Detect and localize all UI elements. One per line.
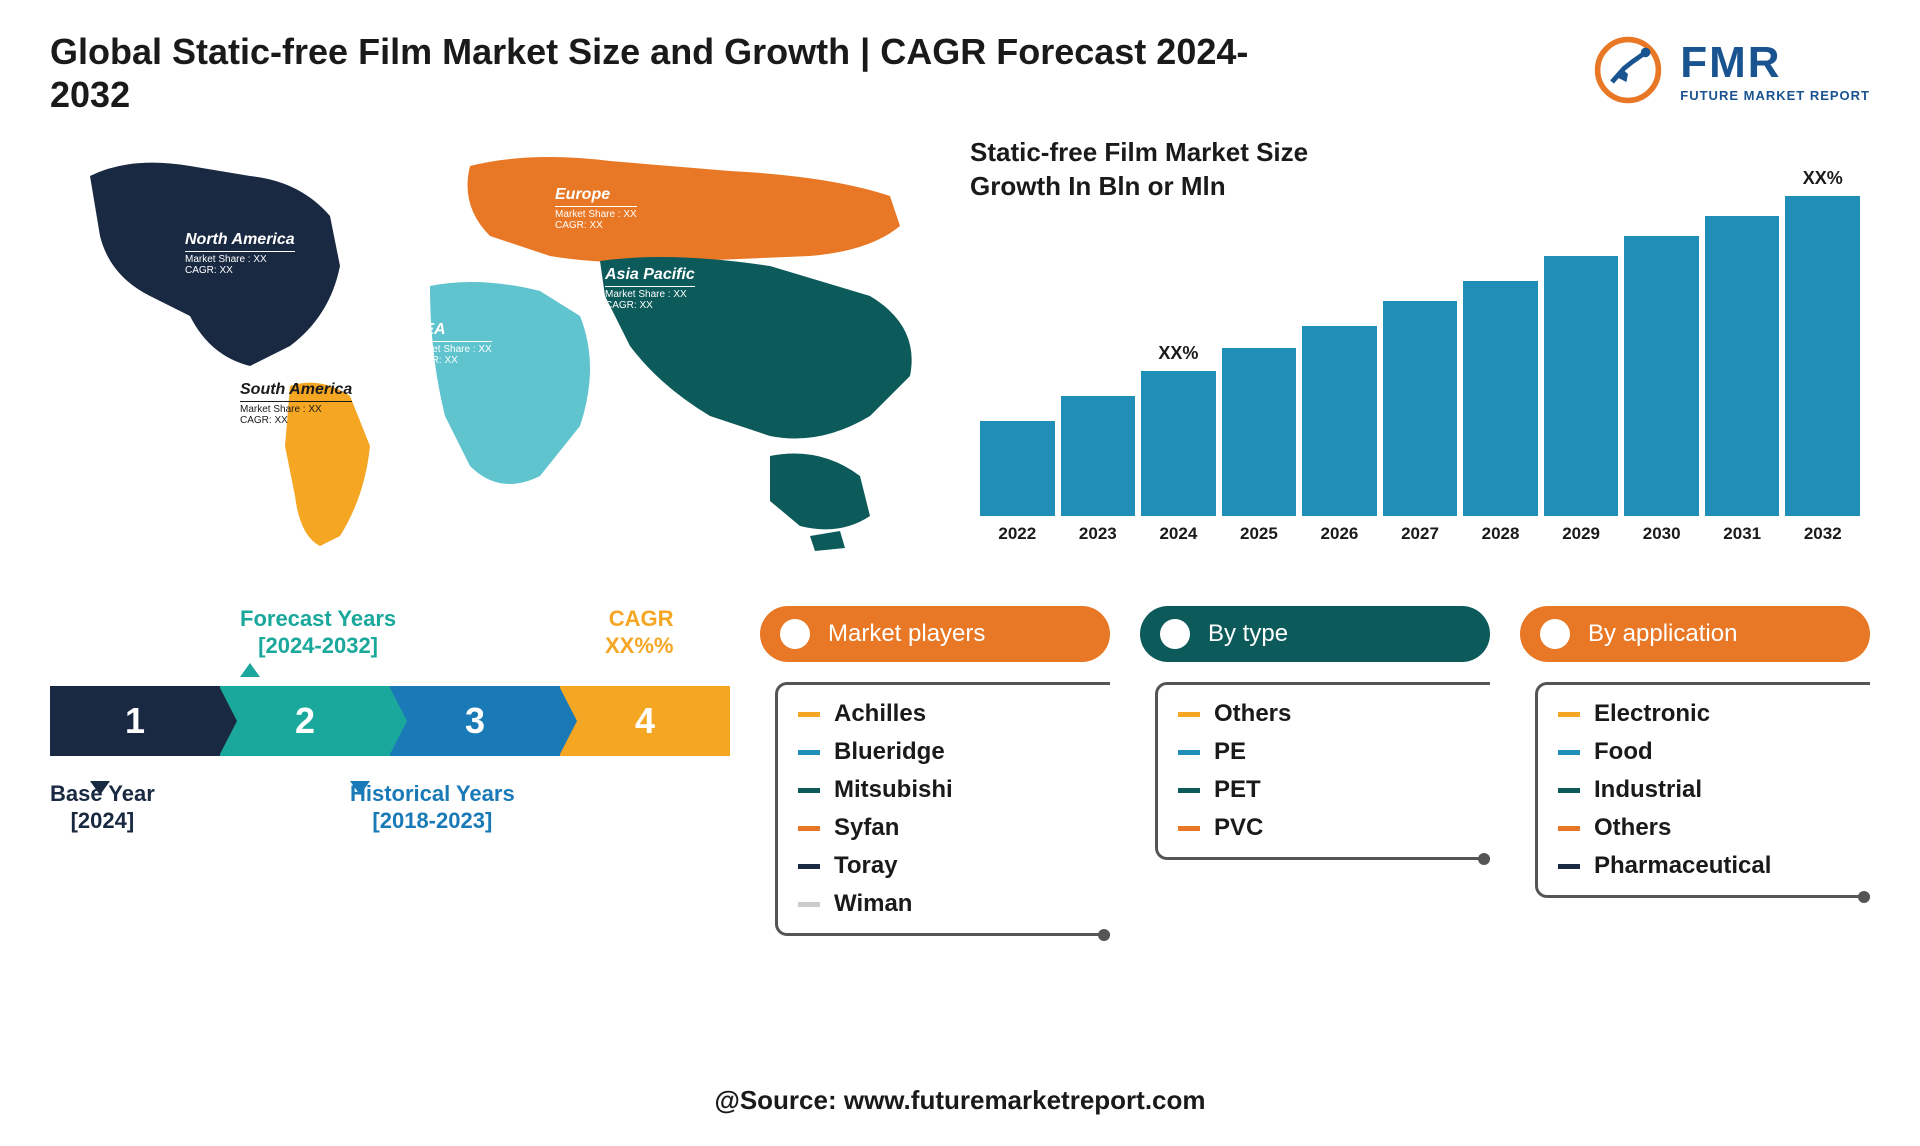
logo-main: FMR [1680,38,1870,88]
bar-2032: XX%2032 [1785,196,1860,544]
category-item: PET [1178,771,1490,809]
category-by-application: By application ElectronicFoodIndustrialOt… [1520,606,1870,936]
region-label-north-america: North AmericaMarket Share : XXCAGR: XX [185,231,295,276]
category-item: PE [1178,733,1490,771]
header: Global Static-free Film Market Size and … [50,30,1870,116]
timeline: Forecast Years [2024-2032] CAGR XX%% 123… [50,606,730,936]
timeline-bar: 1234 [50,686,730,756]
bar-2031: 2031 [1705,216,1780,544]
logo-sub: FUTURE MARKET REPORT [1680,88,1870,103]
base-value: [2024] [50,808,155,834]
category-item: Blueridge [798,733,1110,771]
cagr-title: CAGR [605,606,673,632]
category-item: Achilles [798,695,1110,733]
category-by-type: By type OthersPEPETPVC [1140,606,1490,936]
bar-2028: 2028 [1463,281,1538,544]
category-item: Toray [798,847,1110,885]
world-map: North AmericaMarket Share : XXCAGR: XX So… [50,136,950,556]
cagr-value: XX%% [605,633,673,659]
logo-icon [1588,30,1668,110]
region-label-mea: MEAMarket Share : XXCAGR: XX [410,321,492,366]
category-list: AchillesBlueridgeMitsubishiSyfanTorayWim… [775,682,1110,936]
bar-2027: 2027 [1383,301,1458,544]
timeline-seg-3: 3 [390,686,560,756]
source-label: @Source: www.futuremarketreport.com [714,1085,1205,1116]
bar-2026: 2026 [1302,326,1377,544]
timeline-seg-1: 1 [50,686,220,756]
category-header: By type [1140,606,1490,662]
upper-row: North AmericaMarket Share : XXCAGR: XX So… [50,136,1870,556]
forecast-title: Forecast Years [240,606,396,632]
category-market-players: Market players AchillesBlueridgeMitsubish… [760,606,1110,936]
category-list: OthersPEPETPVC [1155,682,1490,860]
category-header: By application [1520,606,1870,662]
region-label-south-america: South AmericaMarket Share : XXCAGR: XX [240,381,352,426]
category-item: Wiman [798,885,1110,923]
region-label-asia-pacific: Asia PacificMarket Share : XXCAGR: XX [605,266,695,311]
page-title: Global Static-free Film Market Size and … [50,30,1250,116]
category-item: Syfan [798,809,1110,847]
category-item: Industrial [1558,771,1870,809]
historical-label: Historical Years [2018-2023] [350,781,515,834]
timeline-seg-2: 2 [220,686,390,756]
forecast-value: [2024-2032] [240,633,396,659]
bar-2023: 2023 [1061,396,1136,544]
logo: FMR FUTURE MARKET REPORT [1588,30,1870,110]
category-list: ElectronicFoodIndustrialOthersPharmaceut… [1535,682,1870,898]
chart-title: Static-free Film Market Size Growth In B… [970,136,1370,204]
bar-2025: 2025 [1222,348,1297,544]
category-item: Others [1178,695,1490,733]
category-header: Market players [760,606,1110,662]
region-label-europe: EuropeMarket Share : XXCAGR: XX [555,186,637,231]
map-svg [50,136,950,556]
category-item: Pharmaceutical [1558,847,1870,885]
lower-row: Forecast Years [2024-2032] CAGR XX%% 123… [50,606,1870,936]
timeline-seg-4: 4 [560,686,730,756]
bar-chart: Static-free Film Market Size Growth In B… [970,136,1870,556]
base-label: Base Year [2024] [50,781,155,834]
category-item: Mitsubishi [798,771,1110,809]
bar-2022: 2022 [980,421,1055,544]
bar-2029: 2029 [1544,256,1619,544]
category-item: Electronic [1558,695,1870,733]
bar-2024: XX%2024 [1141,371,1216,544]
category-item: Others [1558,809,1870,847]
historical-value: [2018-2023] [350,808,515,834]
historical-title: Historical Years [350,781,515,807]
category-item: PVC [1178,809,1490,847]
bar-2030: 2030 [1624,236,1699,544]
chart-area: 20222023XX%20242025202620272028202920302… [970,214,1870,544]
cagr-label: CAGR XX%% [605,606,673,659]
categories: Market players AchillesBlueridgeMitsubish… [760,606,1870,936]
category-item: Food [1558,733,1870,771]
logo-text: FMR FUTURE MARKET REPORT [1680,38,1870,103]
forecast-label: Forecast Years [2024-2032] [240,606,396,659]
